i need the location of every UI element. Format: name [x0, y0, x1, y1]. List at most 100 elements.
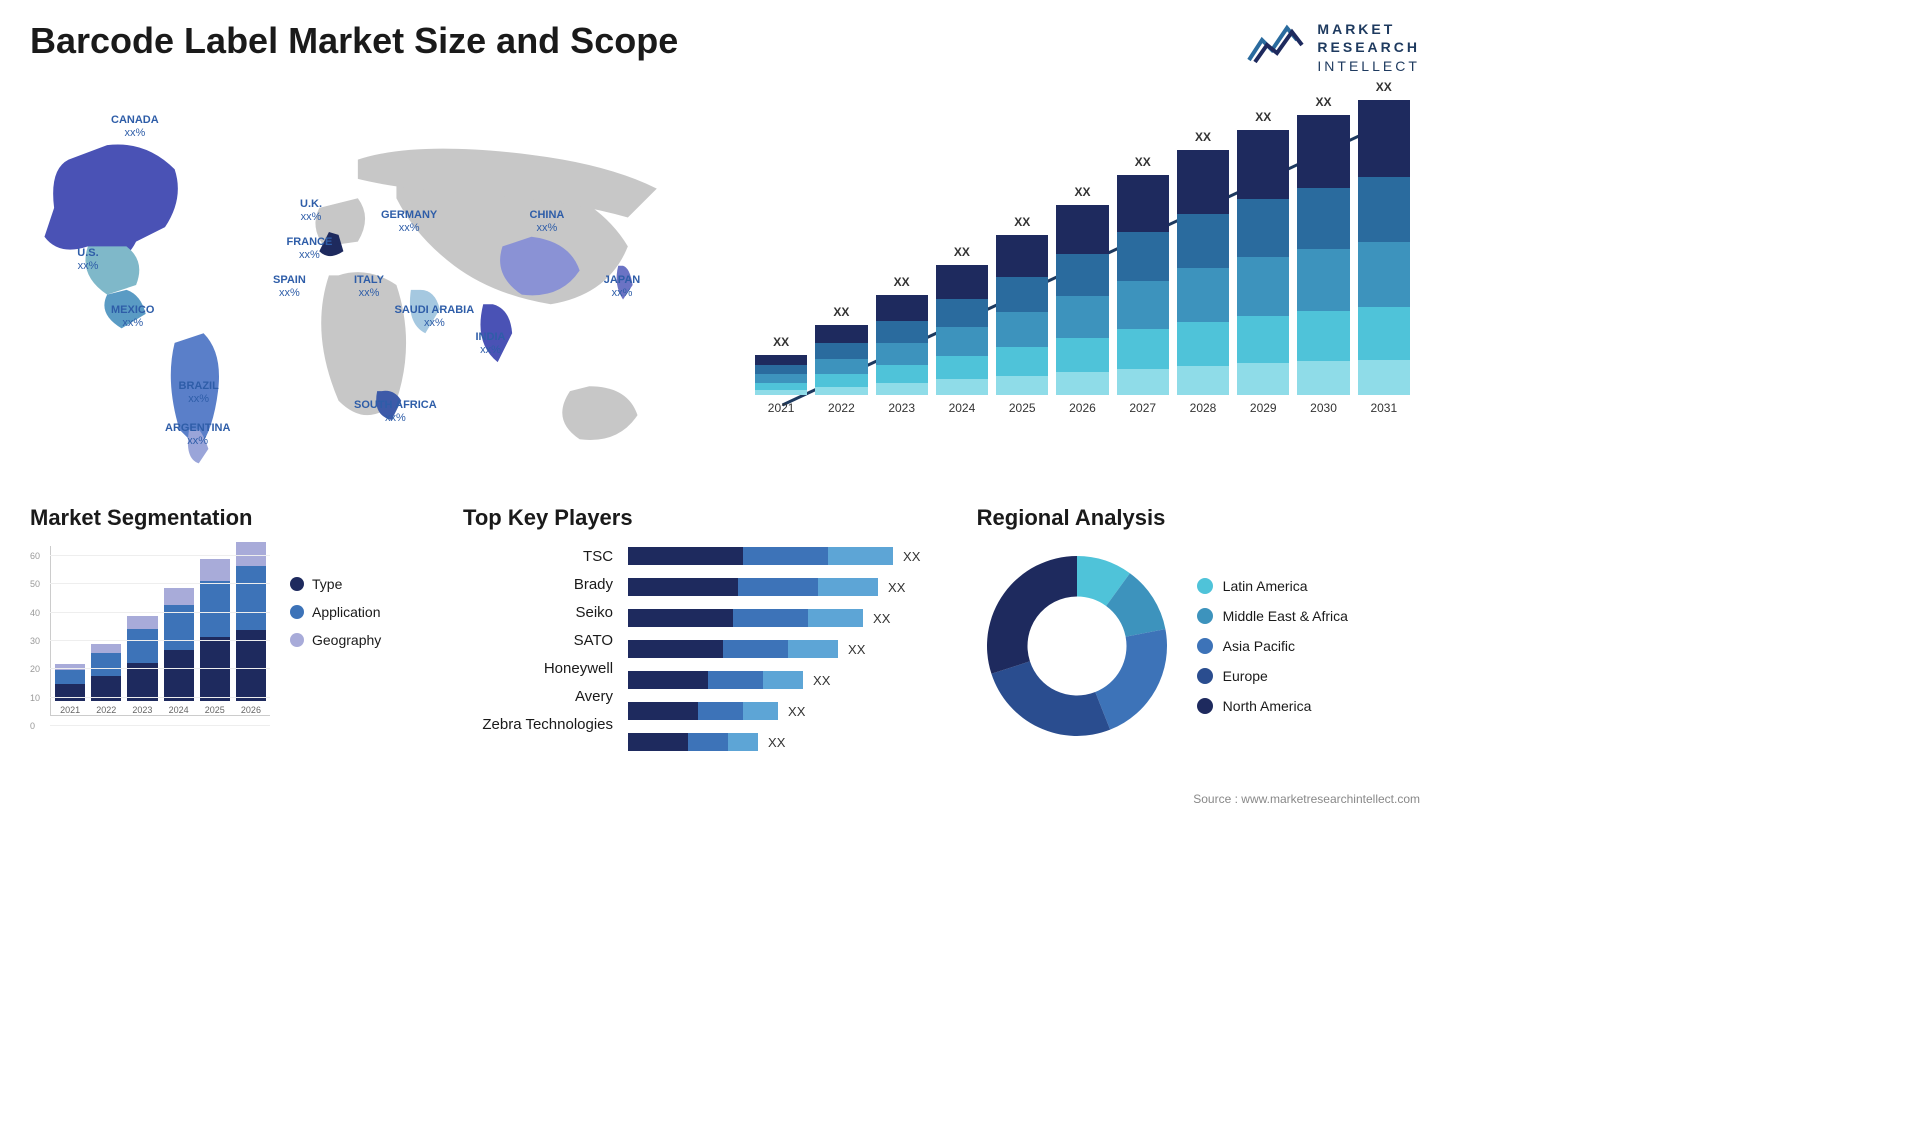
map-label: JAPANxx%	[604, 274, 640, 300]
legend-swatch	[290, 577, 304, 591]
player-bar: XX	[628, 670, 947, 690]
seg-ytick: 40	[30, 608, 40, 618]
growth-bar: XX2031	[1358, 80, 1410, 415]
legend-swatch	[1197, 578, 1213, 594]
player-name: Seiko	[463, 604, 613, 621]
seg-year-label: 2026	[241, 705, 261, 715]
page-title: Barcode Label Market Size and Scope	[30, 20, 678, 62]
growth-year-label: 2030	[1310, 401, 1337, 415]
bottom-row: Market Segmentation 0102030405060 202120…	[30, 505, 1420, 752]
player-name: TSC	[463, 548, 613, 565]
growth-value-label: XX	[1014, 215, 1030, 229]
map-label: MEXICOxx%	[111, 304, 154, 330]
seg-year-label: 2023	[132, 705, 152, 715]
player-bar: XX	[628, 732, 947, 752]
seg-year-label: 2024	[169, 705, 189, 715]
player-value: XX	[813, 673, 830, 688]
player-bar: XX	[628, 546, 947, 566]
header: Barcode Label Market Size and Scope MARK…	[30, 20, 1420, 75]
donut-segment	[991, 661, 1110, 736]
growth-value-label: XX	[894, 275, 910, 289]
seg-year-label: 2025	[205, 705, 225, 715]
player-value: XX	[768, 735, 785, 750]
seg-ytick: 50	[30, 579, 40, 589]
growth-value-label: XX	[1376, 80, 1392, 94]
map-label: ARGENTINAxx%	[165, 422, 230, 448]
growth-bar: XX2024	[936, 245, 988, 415]
growth-bar: XX 2029	[1237, 110, 1289, 415]
legend-swatch	[290, 633, 304, 647]
regional-legend: Latin America Middle East & Africa Asia Pa…	[1197, 578, 1348, 714]
seg-ytick: 10	[30, 693, 40, 703]
growth-bar: XX 2023	[876, 275, 928, 415]
seg-legend-item: Geography	[290, 632, 381, 648]
growth-value-label: XX	[1316, 95, 1332, 109]
player-name: Avery	[463, 688, 613, 705]
growth-year-label: 2027	[1129, 401, 1156, 415]
growth-bar: XX 2021	[755, 335, 807, 415]
map-label: ITALYxx%	[354, 274, 384, 300]
map-label: SAUDI ARABIAxx%	[395, 304, 475, 330]
donut-segment	[987, 556, 1077, 674]
map-label: CHINAxx%	[530, 209, 565, 235]
map-label: BRAZILxx%	[179, 380, 219, 406]
seg-ytick: 20	[30, 664, 40, 674]
regional-legend-item: Latin America	[1197, 578, 1348, 594]
player-bar: XX	[628, 577, 947, 597]
world-map-panel: CANADAxx%U.S.xx%MEXICOxx%BRAZILxx%ARGENT…	[30, 95, 705, 475]
growth-bar: XX2027	[1117, 155, 1169, 415]
map-label: INDIAxx%	[476, 331, 506, 357]
segmentation-chart: 0102030405060 202120222023202420252026	[30, 546, 270, 746]
seg-bar: 2026	[236, 542, 266, 715]
player-value: XX	[903, 549, 920, 564]
growth-bar: XX2028	[1177, 130, 1229, 415]
regional-legend-item: Middle East & Africa	[1197, 608, 1348, 624]
regional-legend-item: North America	[1197, 698, 1348, 714]
player-bar: XX	[628, 639, 947, 659]
seg-legend-item: Application	[290, 604, 381, 620]
growth-bar: XX 2025	[996, 215, 1048, 415]
growth-year-label: 2029	[1250, 401, 1277, 415]
seg-legend-item: Type	[290, 576, 381, 592]
segmentation-panel: Market Segmentation 0102030405060 202120…	[30, 505, 433, 752]
regional-donut	[977, 546, 1177, 746]
growth-chart-panel: XX2021XX2022XX2023XX2024XX2025XX2026XX20…	[745, 95, 1420, 475]
legend-swatch	[1197, 638, 1213, 654]
growth-chart: XX2021XX2022XX2023XX2024XX2025XX2026XX20…	[745, 95, 1420, 475]
player-value: XX	[788, 704, 805, 719]
legend-swatch	[1197, 668, 1213, 684]
growth-bar: XX2026	[1056, 185, 1108, 415]
player-name: Honeywell	[463, 660, 613, 677]
player-name: Zebra Technologies	[463, 716, 613, 733]
player-bar: XX	[628, 701, 947, 721]
players-chart: XX XX XX XX XX XX XX	[628, 546, 947, 752]
player-value: XX	[888, 580, 905, 595]
logo-text: MARKET RESEARCH INTELLECT	[1317, 20, 1420, 75]
seg-bar: 2021	[55, 664, 85, 715]
growth-bar: XX 2030	[1297, 95, 1349, 415]
growth-year-label: 2022	[828, 401, 855, 415]
segmentation-title: Market Segmentation	[30, 505, 433, 531]
players-labels: TSCBradySeikoSATOHoneywellAveryZebra Tec…	[463, 546, 613, 752]
growth-value-label: XX	[1255, 110, 1271, 124]
player-value: XX	[848, 642, 865, 657]
donut-segment	[1095, 629, 1167, 730]
growth-year-label: 2021	[768, 401, 795, 415]
growth-year-label: 2025	[1009, 401, 1036, 415]
seg-year-label: 2022	[96, 705, 116, 715]
map-label: SPAINxx%	[273, 274, 306, 300]
growth-value-label: XX	[773, 335, 789, 349]
seg-ytick: 30	[30, 636, 40, 646]
player-value: XX	[873, 611, 890, 626]
seg-ytick: 0	[30, 721, 35, 731]
regional-legend-item: Europe	[1197, 668, 1348, 684]
growth-year-label: 2023	[888, 401, 915, 415]
growth-year-label: 2024	[949, 401, 976, 415]
regional-legend-item: Asia Pacific	[1197, 638, 1348, 654]
player-bar: XX	[628, 608, 947, 628]
map-label: CANADAxx%	[111, 114, 159, 140]
regional-panel: Regional Analysis Latin AmericaMiddle Ea…	[977, 505, 1420, 752]
map-label: FRANCExx%	[287, 236, 333, 262]
seg-bar: 2023	[127, 616, 157, 715]
growth-value-label: XX	[1074, 185, 1090, 199]
